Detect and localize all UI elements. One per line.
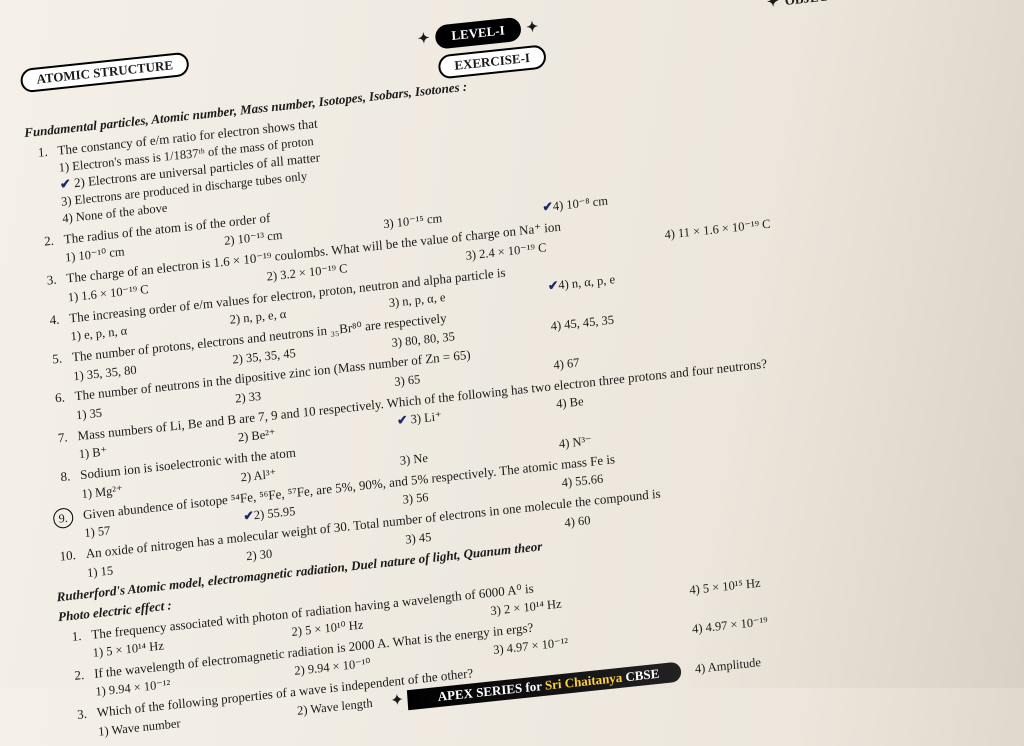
circle-icon: 9. [53, 507, 74, 529]
question-number: 5. [40, 349, 64, 388]
question-number: 7. [45, 428, 69, 467]
page-sheet: ATOMIC STRUCTURE ✦ LEVEL-I ✦ ✦ OBJECTIVE… [20, 0, 1006, 744]
question-list: 1. The constancy of e/m ratio for electr… [25, 46, 995, 584]
question-number: 10. [53, 546, 77, 585]
question-number: 6. [42, 389, 66, 428]
question-number: 3. [34, 271, 58, 310]
star-icon: ✦ [417, 30, 430, 48]
question-number: 2. [62, 666, 86, 705]
star-icon: ✦ [390, 691, 405, 709]
question-number: 2. [31, 231, 55, 270]
question-number: 9. [51, 507, 75, 546]
apex-text: CBSE [622, 666, 660, 685]
level-pill: LEVEL-I [435, 17, 522, 50]
question-number: 1. [59, 626, 83, 665]
question-number: 1. [25, 143, 53, 231]
question-number: 8. [48, 468, 72, 507]
hand-mark-icon: ✔ [59, 176, 71, 192]
question-number: 4. [37, 310, 61, 349]
star-icon: ✦ [526, 18, 539, 36]
star-icon: ✦ [767, 0, 780, 11]
apex-highlight: Sri Chaitanya [544, 669, 622, 692]
hand-mark-icon: ✔ [397, 413, 408, 428]
